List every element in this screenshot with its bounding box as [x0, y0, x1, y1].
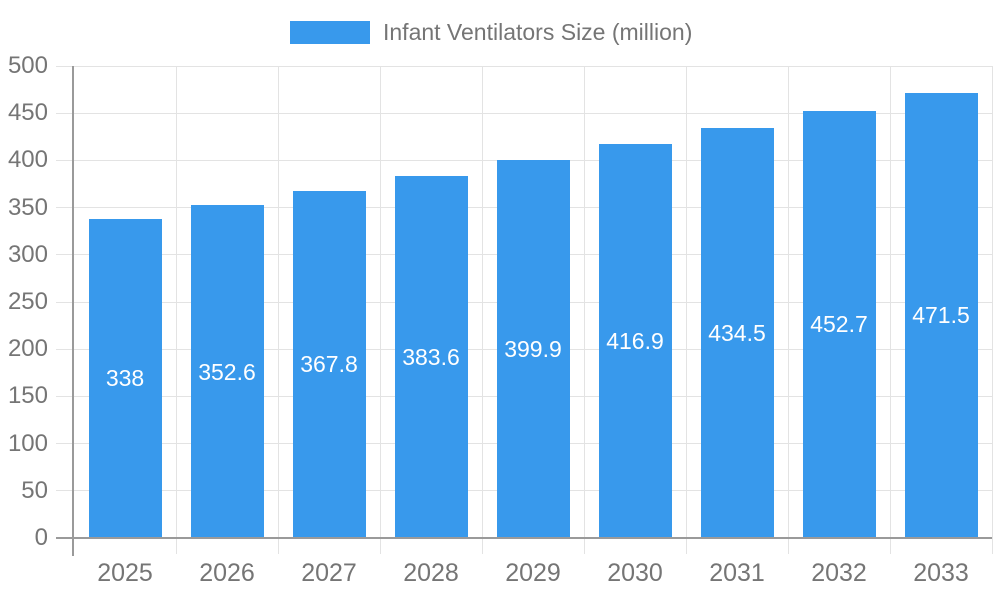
y-axis-tick-label: 100: [7, 429, 48, 457]
v-gridline: [481, 66, 483, 554]
y-axis-tick-label: 450: [7, 99, 48, 127]
v-gridline: [685, 66, 687, 554]
y-axis-line: [72, 66, 74, 556]
bar-value-label: 434.5: [708, 319, 766, 346]
h-gridline: [56, 112, 992, 114]
v-gridline: [991, 66, 993, 554]
bar: 452.7: [802, 110, 876, 538]
y-axis-tick-label: 500: [7, 52, 48, 79]
h-gridline: [56, 65, 992, 67]
x-axis-tick-label: 2026: [199, 559, 255, 587]
bar: 471.5: [904, 92, 978, 538]
x-axis-tick-label: 2032: [811, 559, 867, 587]
bar: 352.6: [190, 205, 264, 538]
legend-color-swatch: [290, 21, 370, 44]
legend-series-label: Infant Ventilators Size (million): [383, 19, 693, 45]
v-gridline: [889, 66, 891, 554]
x-axis-tick-label: 2033: [913, 559, 969, 587]
legend[interactable]: Infant Ventilators Size (million): [290, 19, 692, 46]
v-gridline: [787, 66, 789, 554]
x-axis-tick-label: 2029: [505, 559, 561, 587]
y-axis-tick-label: 400: [7, 146, 48, 174]
bar-value-label: 383.6: [402, 343, 460, 370]
bar: 416.9: [598, 144, 672, 538]
bar: 383.6: [394, 175, 468, 538]
x-axis-tick-label: 2030: [607, 559, 663, 587]
x-axis-line: [56, 537, 992, 539]
bar-value-label: 352.6: [198, 358, 256, 385]
v-gridline: [379, 66, 381, 554]
x-axis-tick-label: 2027: [301, 559, 357, 587]
bar-value-label: 471.5: [912, 302, 970, 329]
v-gridline: [583, 66, 585, 554]
y-axis-tick-label: 300: [7, 240, 48, 268]
h-gridline: [56, 159, 992, 161]
bar: 399.9: [496, 160, 570, 538]
bar-value-label: 416.9: [606, 328, 664, 355]
bar-value-label: 367.8: [300, 351, 358, 378]
bar-value-label: 452.7: [810, 311, 868, 338]
y-axis-tick-label: 350: [7, 193, 48, 221]
y-axis-tick-label: 150: [7, 382, 48, 410]
y-axis-tick-label: 250: [7, 288, 48, 315]
y-axis-tick-label: 200: [7, 335, 48, 363]
bar-value-label: 399.9: [504, 336, 562, 363]
v-gridline: [277, 66, 279, 554]
x-axis-tick-label: 2028: [403, 559, 459, 587]
x-axis-tick-label: 2025: [97, 559, 153, 587]
x-axis-tick-label: 2031: [709, 559, 765, 587]
bar-value-label: 338: [105, 365, 145, 392]
bar: 367.8: [292, 190, 366, 538]
bar: 338: [88, 218, 162, 538]
bar: 434.5: [700, 127, 774, 538]
y-axis-tick-label: 0: [34, 524, 48, 551]
v-gridline: [175, 66, 177, 554]
y-axis-tick-label: 50: [21, 476, 48, 504]
